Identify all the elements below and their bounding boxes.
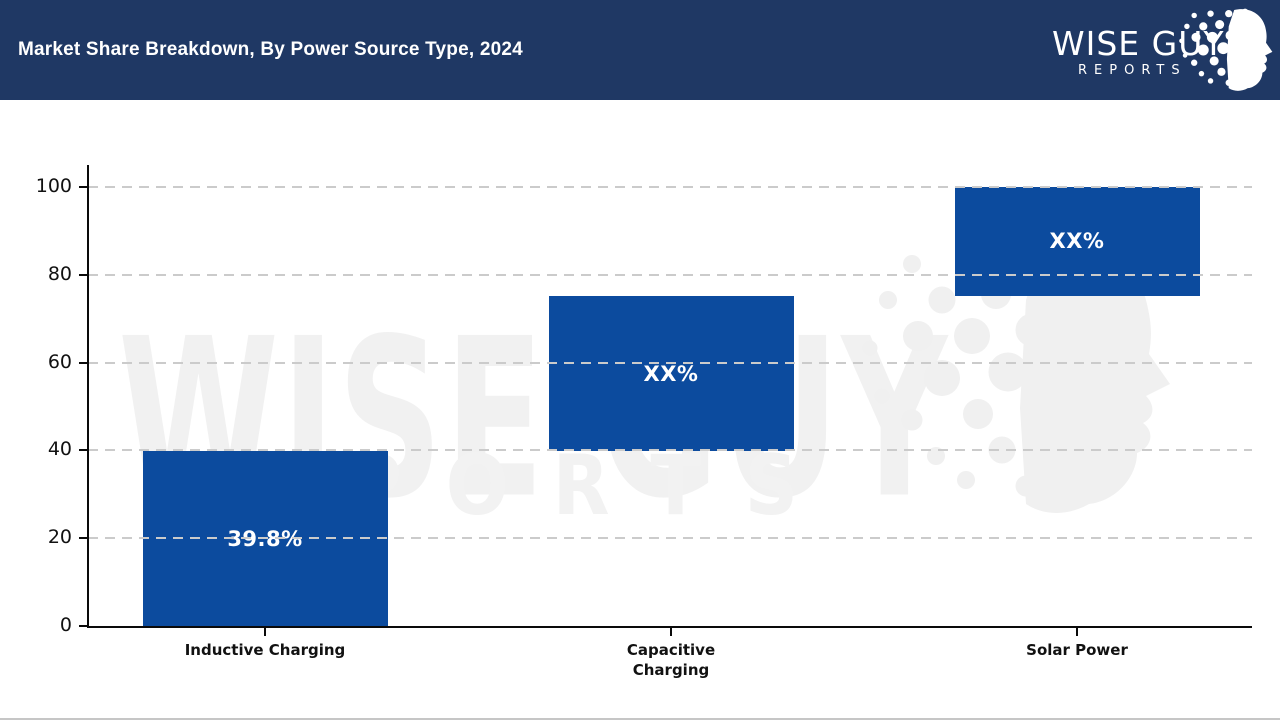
gridline — [88, 273, 1252, 276]
y-tick — [79, 186, 88, 188]
x-tick — [670, 628, 672, 636]
bar-solar-power: XX% — [954, 187, 1200, 296]
y-tick-label: 20 — [47, 526, 72, 549]
bar-capacitive-charging: XX% — [548, 295, 794, 452]
logo-title: WISE GUY — [1052, 24, 1225, 63]
y-tick — [79, 537, 88, 540]
y-tick-label: 100 — [35, 175, 72, 197]
x-tick — [1076, 628, 1078, 636]
y-tick-label: 0 — [59, 614, 72, 636]
logo-subtitle: REPORTS — [1078, 63, 1187, 78]
y-tick — [79, 449, 88, 452]
page-title: Market Share Breakdown, By Power Source … — [18, 39, 523, 60]
x-category-label: Solar Power — [1026, 641, 1128, 659]
y-tick — [79, 625, 88, 627]
gridline — [88, 361, 1252, 364]
y-axis-line — [87, 165, 89, 628]
y-tick-label: 60 — [47, 350, 72, 373]
gridline — [88, 186, 1252, 188]
bottom-border — [0, 718, 1280, 720]
y-tick-label: 80 — [47, 262, 72, 285]
header-bar: Market Share Breakdown, By Power Source … — [0, 0, 1280, 100]
gridline — [88, 537, 1252, 540]
x-tick — [264, 628, 266, 636]
x-category-label: Capacitive Charging — [626, 641, 716, 679]
x-category-label: Inductive Charging — [184, 641, 346, 659]
y-tick — [79, 273, 88, 276]
bar-value-label: XX% — [643, 361, 699, 386]
bar-value-label: XX% — [1049, 229, 1105, 254]
x-axis-line — [87, 626, 1252, 628]
y-tick — [79, 361, 88, 364]
wiseguy-logo: WISE GUY REPORTS — [1022, 0, 1273, 100]
gridline — [88, 449, 1252, 452]
wiseguy-head-icon — [1179, 8, 1273, 91]
y-tick-label: 40 — [47, 438, 72, 461]
